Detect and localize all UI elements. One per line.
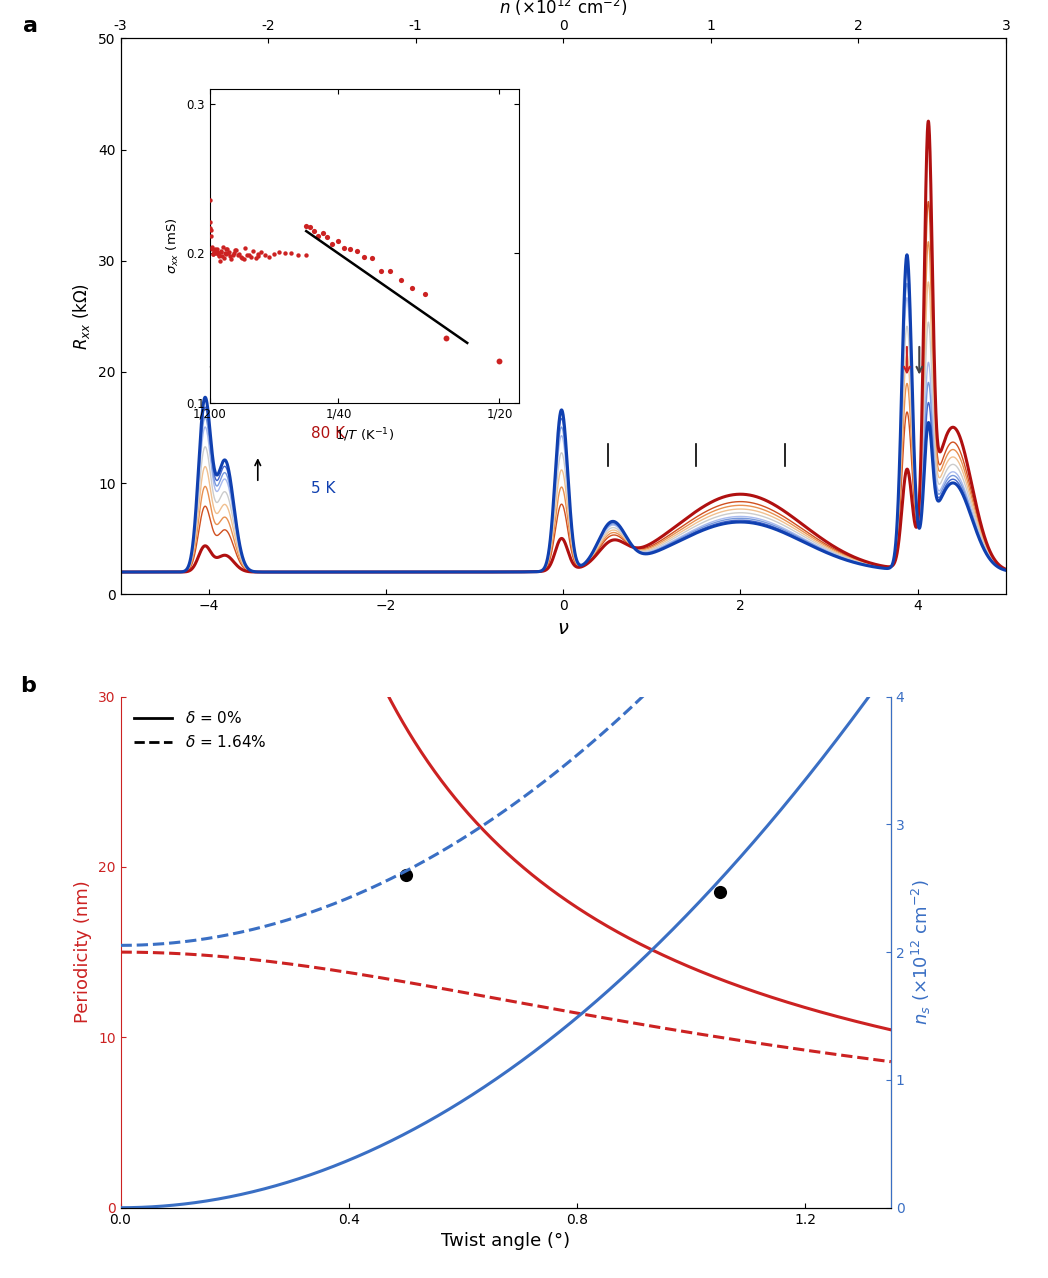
Point [205,243,222,263]
Point [372,261,389,281]
Point [283,243,300,263]
Point [290,245,307,266]
Legend: $\delta$ = 0%, $\delta$ = 1.64%: $\delta$ = 0%, $\delta$ = 1.64% [128,704,272,757]
Point [210,244,226,265]
Point [204,244,221,265]
Point [298,216,314,236]
Point [203,239,220,259]
Point [211,245,227,266]
Point [356,247,373,267]
Point [208,243,224,263]
Text: b: b [20,676,37,697]
X-axis label: $1/T$ (K$^{-1}$): $1/T$ (K$^{-1}$) [334,426,394,443]
Point [349,240,366,261]
X-axis label: $\nu$: $\nu$ [558,619,569,638]
Point [277,243,293,263]
Point [265,243,282,263]
Point [205,242,222,262]
Point [261,247,278,267]
Point [335,238,352,258]
Point [298,244,314,265]
Point [329,230,346,250]
Y-axis label: Periodicity (nm): Periodicity (nm) [74,881,92,1024]
Point [253,242,269,262]
Point [208,242,224,262]
Point [201,190,218,211]
Point [314,222,331,243]
Point [212,250,228,271]
Point [383,261,399,281]
Point [204,244,221,265]
Point [403,277,420,298]
X-axis label: Twist angle (°): Twist angle (°) [441,1232,570,1250]
Point [249,245,266,266]
Text: 80 K: 80 K [311,426,345,441]
Text: a: a [23,17,38,36]
Point [310,225,327,245]
Point [223,249,240,270]
Point [213,242,230,262]
Point [236,248,253,268]
X-axis label: $n$ ($\times$10$^{12}$ cm$^{-2}$): $n$ ($\times$10$^{12}$ cm$^{-2}$) [499,0,628,18]
Point [319,227,335,248]
Point [220,243,237,263]
Point [247,248,264,268]
Point [257,245,274,266]
Point [712,882,728,902]
Point [221,242,238,262]
Point [211,243,227,263]
Y-axis label: $R_{xx}$ (k$\Omega$): $R_{xx}$ (k$\Omega$) [71,282,92,350]
Point [217,244,234,265]
Point [306,220,323,240]
Y-axis label: $\sigma_{xx}$ (mS): $\sigma_{xx}$ (mS) [165,217,180,275]
Point [203,226,220,247]
Point [245,242,262,262]
Point [215,236,232,257]
Point [213,240,230,261]
Point [342,239,358,259]
Point [492,350,508,371]
Point [234,248,250,268]
Point [202,217,219,238]
Point [201,212,218,233]
Point [270,242,287,262]
Point [241,244,258,265]
Point [417,284,434,304]
Point [437,328,454,349]
Point [226,239,243,259]
Point [249,244,266,265]
Text: 5 K: 5 K [311,481,335,496]
Point [202,220,219,240]
Point [222,245,239,266]
Point [397,865,414,886]
Point [219,239,236,259]
Point [216,243,233,263]
Point [233,247,249,267]
Point [203,238,220,258]
Point [302,217,319,238]
Point [231,244,247,265]
Point [324,234,341,254]
Point [239,245,256,266]
Point [227,240,244,261]
Point [392,270,409,290]
Point [237,238,254,258]
Point [243,247,260,267]
Point [216,248,233,268]
Point [206,239,223,259]
Point [230,244,246,265]
Point [218,239,235,259]
Point [224,244,241,265]
Point [209,239,225,259]
Y-axis label: $n_s$ ($\times$10$^{12}$ cm$^{-2}$): $n_s$ ($\times$10$^{12}$ cm$^{-2}$) [910,879,933,1025]
Point [206,242,223,262]
Point [225,243,242,263]
Point [214,245,231,266]
Point [209,243,225,263]
Point [364,248,380,268]
